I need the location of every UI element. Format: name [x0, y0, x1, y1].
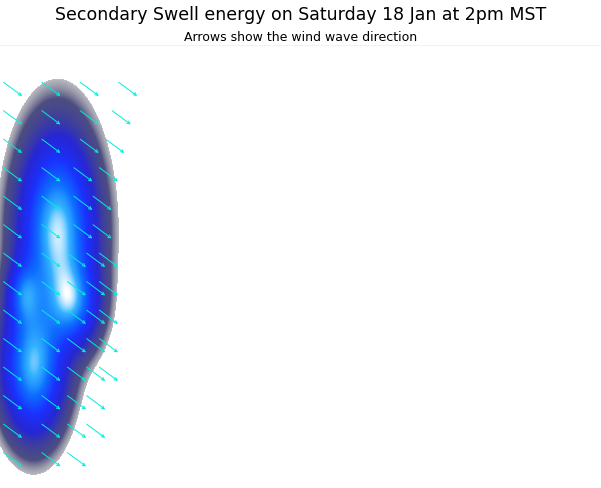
Text: Secondary Swell energy on Saturday 18 Jan at 2pm MST: Secondary Swell energy on Saturday 18 Ja…	[55, 6, 546, 24]
Text: Arrows show the wind wave direction: Arrows show the wind wave direction	[184, 31, 417, 43]
